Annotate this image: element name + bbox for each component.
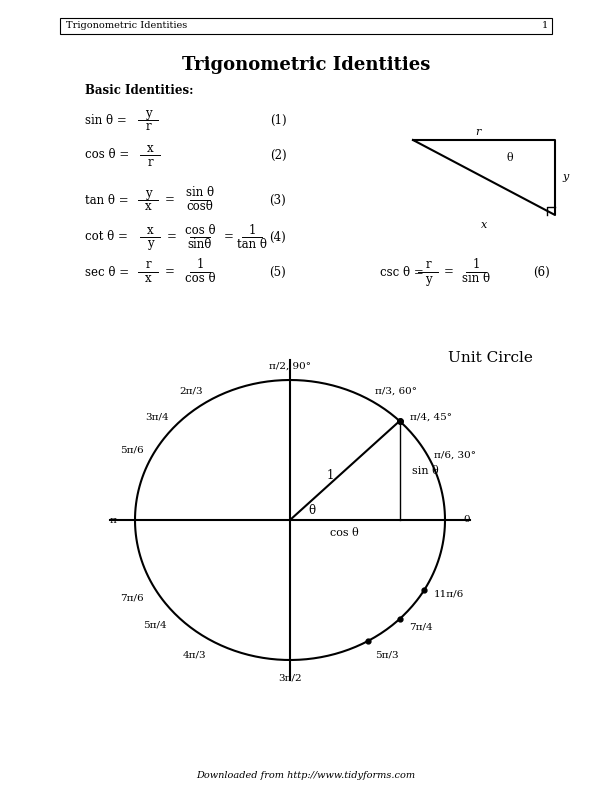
Text: cot θ =: cot θ = (85, 230, 128, 243)
Text: sin θ: sin θ (462, 272, 490, 285)
Text: r: r (425, 258, 431, 272)
Text: 11π/6: 11π/6 (435, 589, 465, 599)
Text: x: x (147, 223, 154, 237)
Text: (3): (3) (270, 193, 286, 207)
Text: (6): (6) (534, 265, 550, 279)
Text: cos θ: cos θ (330, 528, 359, 538)
Text: x: x (144, 272, 151, 285)
Text: 5π/3: 5π/3 (376, 651, 399, 660)
Text: =: = (165, 265, 175, 279)
Text: Trigonometric Identities: Trigonometric Identities (66, 21, 187, 31)
Text: sin θ: sin θ (412, 466, 438, 475)
Text: (5): (5) (270, 265, 286, 279)
Text: Downloaded from http://www.tidyforms.com: Downloaded from http://www.tidyforms.com (196, 771, 416, 779)
Text: 2π/3: 2π/3 (179, 386, 203, 395)
Text: (1): (1) (270, 113, 286, 127)
Text: tan θ: tan θ (237, 238, 267, 250)
Text: y: y (425, 272, 431, 285)
Text: =: = (224, 230, 234, 243)
Text: 5π/4: 5π/4 (143, 620, 166, 630)
Text: =: = (444, 265, 454, 279)
Text: y: y (144, 186, 151, 200)
Text: Trigonometric Identities: Trigonometric Identities (182, 56, 430, 74)
Text: θ: θ (507, 153, 513, 163)
Text: π/3, 60°: π/3, 60° (376, 386, 417, 395)
Text: 4π/3: 4π/3 (183, 651, 206, 660)
Text: r: r (147, 155, 153, 169)
Text: π/6, 30°: π/6, 30° (435, 451, 476, 459)
Text: cosθ: cosθ (187, 200, 214, 214)
Text: x: x (481, 220, 487, 230)
Bar (60, 18, 552, 34)
Text: 3π/4: 3π/4 (145, 413, 168, 421)
Text: y: y (144, 106, 151, 120)
Text: cos θ =: cos θ = (85, 148, 129, 162)
Text: (4): (4) (270, 230, 286, 243)
Text: (2): (2) (270, 148, 286, 162)
Text: csc θ =: csc θ = (380, 265, 424, 279)
Text: Unit Circle: Unit Circle (447, 351, 532, 365)
Text: =: = (165, 193, 175, 207)
Text: sin θ =: sin θ = (85, 113, 127, 127)
Text: 1: 1 (327, 469, 335, 482)
Text: 1: 1 (542, 21, 548, 31)
Text: 1: 1 (248, 223, 256, 237)
Text: x: x (147, 142, 154, 154)
Text: 1: 1 (196, 258, 204, 272)
Text: π: π (110, 516, 117, 524)
Text: sec θ =: sec θ = (85, 265, 129, 279)
Text: θ: θ (308, 504, 316, 516)
Text: x: x (144, 200, 151, 214)
Text: cos θ: cos θ (185, 223, 215, 237)
Text: 1: 1 (472, 258, 480, 272)
Text: π/4, 45°: π/4, 45° (409, 413, 452, 421)
Text: π/2, 90°: π/2, 90° (269, 361, 311, 371)
Text: y: y (562, 172, 569, 182)
Text: cos θ: cos θ (185, 272, 215, 285)
Text: sinθ: sinθ (188, 238, 212, 250)
Text: r: r (145, 120, 151, 134)
Text: tan θ =: tan θ = (85, 193, 129, 207)
Text: 7π/6: 7π/6 (120, 593, 144, 603)
Text: 0: 0 (463, 516, 469, 524)
Text: sin θ: sin θ (186, 186, 214, 200)
Text: r: r (145, 258, 151, 272)
Text: 5π/6: 5π/6 (120, 446, 144, 455)
Text: Basic Identities:: Basic Identities: (85, 83, 193, 97)
Text: 7π/4: 7π/4 (409, 623, 433, 631)
Text: r: r (476, 127, 480, 137)
Text: 3π/2: 3π/2 (278, 673, 302, 683)
Text: y: y (147, 238, 154, 250)
Text: =: = (167, 230, 177, 243)
